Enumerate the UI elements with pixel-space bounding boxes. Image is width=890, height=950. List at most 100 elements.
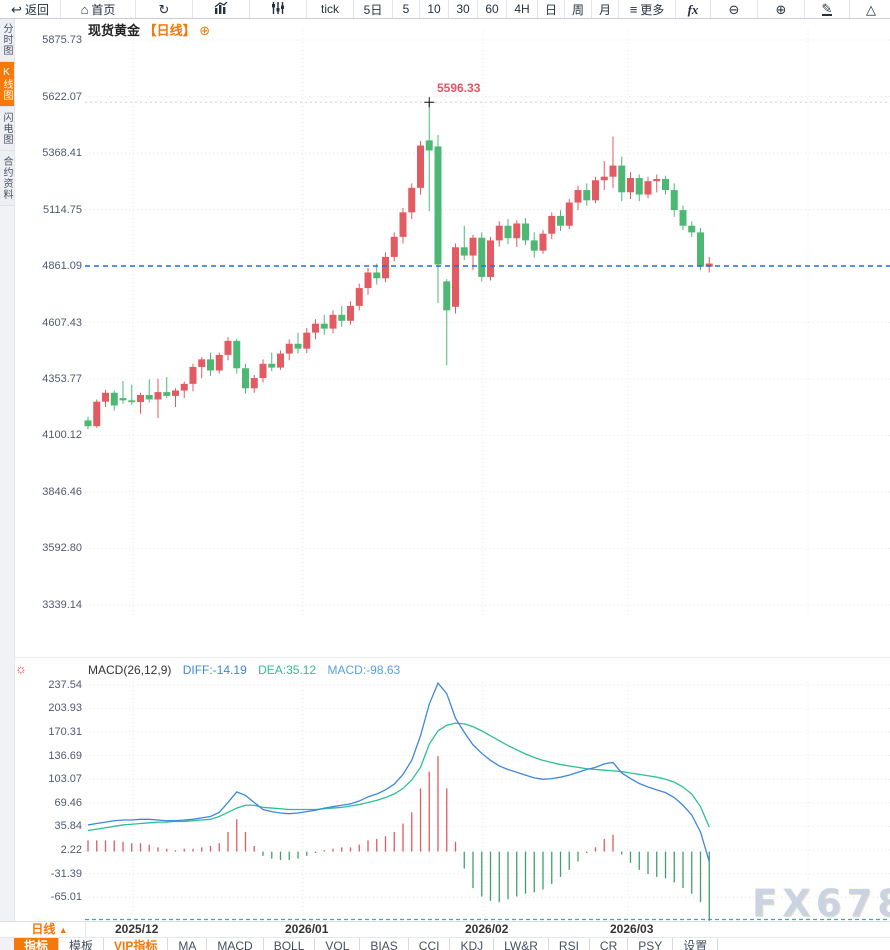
toolbar-shape-tool-button[interactable]: △ xyxy=(850,0,890,18)
price-axis-label: 5114.75 xyxy=(43,203,82,216)
macd-axis-label: -31.39 xyxy=(50,867,82,880)
macd-axis-label: 2.22 xyxy=(60,844,82,857)
price-axis-label: 4100.12 xyxy=(42,429,82,442)
fx-formula-icon: fx xyxy=(687,1,699,17)
x-axis-label: 2026/01 xyxy=(285,922,329,936)
macd-axis-label: 69.46 xyxy=(54,796,82,809)
indicator-tab-RSI[interactable]: RSI xyxy=(549,938,590,950)
toolbar-period-10-label: 10 xyxy=(427,2,441,16)
back-icon: ↩ xyxy=(11,1,22,17)
toolbar-period-30-label: 30 xyxy=(456,2,470,16)
toolbar-period-day-button[interactable]: 日 xyxy=(538,0,564,18)
indicator-tab-MA[interactable]: MA xyxy=(168,938,208,950)
toolbar-period-5d-button[interactable]: 5日 xyxy=(354,0,392,18)
sidebar-tab-3[interactable]: 合约资料 xyxy=(0,151,14,206)
indicator-tab-CCI[interactable]: CCI xyxy=(409,938,451,950)
indicator-tab-bar: 指标 模板 VIP指标 MA MACD BOLL VOL BIAS CCI KDJ LW&R RSI C… xyxy=(14,938,890,950)
price-axis-label: 4861.09 xyxy=(42,260,82,272)
toolbar-back-button[interactable]: ↩ 返回 xyxy=(0,0,60,18)
price-axis-label: 3339.14 xyxy=(42,598,82,611)
sidebar-tab-1[interactable]: K线图 xyxy=(0,62,14,107)
toolbar-back-label: 返回 xyxy=(24,2,49,17)
sidebar-tab-2[interactable]: 闪电图 xyxy=(0,107,14,151)
macd-axis-label: 170.31 xyxy=(48,726,82,739)
period-selector-label: 日线 xyxy=(31,922,56,936)
price-axis-label: 4353.77 xyxy=(42,373,82,385)
toolbar-period-60-button[interactable]: 60 xyxy=(478,0,506,18)
toolbar-period-5d-label: 5日 xyxy=(363,2,383,17)
zoom-out-icon: ⊖ xyxy=(728,1,740,17)
macd-diff-value: DIFF:-14.19 xyxy=(182,663,247,677)
indicator-tab-CR[interactable]: CR xyxy=(590,938,629,950)
toolbar-period-5-button[interactable]: 5 xyxy=(393,0,419,18)
macd-hist-value: MACD:-98.63 xyxy=(327,663,401,677)
instrument-name: 现货黄金 xyxy=(88,23,141,38)
high-price-annotation: 5596.33 xyxy=(437,81,481,95)
toolbar-draw-line-button[interactable]: ✎ xyxy=(805,0,849,18)
toolbar-period-4h-label: 4H xyxy=(514,2,530,16)
toolbar-period-30-button[interactable]: 30 xyxy=(449,0,477,18)
macd-axis-label: 237.54 xyxy=(48,678,82,691)
indicator-tab-PSY[interactable]: PSY xyxy=(628,938,674,950)
x-axis-label: 2026/03 xyxy=(610,922,654,936)
toolbar-period-week-button[interactable]: 周 xyxy=(565,0,591,18)
home-icon: ⌂ xyxy=(80,1,89,17)
toolbar-fx-button[interactable]: fx xyxy=(676,0,710,18)
indicator-tab-VOL[interactable]: VOL xyxy=(315,938,361,950)
toolbar-tick-label: tick xyxy=(321,2,339,16)
price-axis-label: 4607.43 xyxy=(42,316,82,329)
shape-tool-icon: △ xyxy=(866,1,876,17)
x-axis-row: 日线 ▲ 2025/12 2026/01 2026/02 2026/03 xyxy=(0,921,890,938)
toolbar-trend-chart-button[interactable] xyxy=(193,0,249,18)
toolbar-more-button[interactable]: ≡ 更多 xyxy=(619,0,675,18)
price-axis-label: 3592.80 xyxy=(42,542,82,555)
period-selector[interactable]: 日线 ▲ xyxy=(14,922,86,937)
toolbar-candle-chart-button[interactable] xyxy=(250,0,306,18)
toolbar-period-month-label: 月 xyxy=(598,2,611,17)
toolbar-home-label: 首页 xyxy=(91,2,116,17)
x-axis-label: 2026/02 xyxy=(465,922,509,936)
indicator-tab-设置[interactable]: 设置 xyxy=(673,938,719,950)
trend-chart-icon xyxy=(214,1,228,16)
candle-chart-icon xyxy=(271,2,285,16)
toolbar-home-button[interactable]: ⌂ 首页 xyxy=(61,0,135,18)
indicator-tab-VIP指标[interactable]: VIP指标 xyxy=(104,938,169,950)
indicator-tab-LW&R[interactable]: LW&R xyxy=(494,938,549,950)
chart-type-sidebar: 分时图 K线图 闪电图 合约资料 xyxy=(0,18,15,950)
indicator-tab-BOLL[interactable]: BOLL xyxy=(264,938,316,950)
pencil-icon: ✎ xyxy=(821,0,833,16)
indicator-tab-KDJ[interactable]: KDJ xyxy=(450,938,495,950)
indicator-tab-BIAS[interactable]: BIAS xyxy=(360,938,409,950)
macd-axis-label: 203.93 xyxy=(48,702,82,715)
expand-icon[interactable]: ⊕ xyxy=(199,23,211,38)
chart-title: 现货黄金 【日线】 ⊕ xyxy=(88,20,210,39)
toolbar-period-5-label: 5 xyxy=(402,2,410,16)
toolbar-period-4h-button[interactable]: 4H xyxy=(507,0,537,18)
price-axis-label: 3846.46 xyxy=(42,485,82,498)
indicator-settings-icon[interactable]: ☼ xyxy=(15,661,27,676)
refresh-icon: ↻ xyxy=(158,1,170,17)
indicator-tab-指标[interactable]: 指标 xyxy=(14,938,60,950)
macd-dea-value: DEA:35.12 xyxy=(258,663,317,677)
toolbar-more-label: 更多 xyxy=(640,2,665,17)
macd-axis-label: 103.07 xyxy=(48,773,82,786)
toolbar-refresh-button[interactable]: ↻ xyxy=(136,0,192,18)
more-icon: ≡ xyxy=(629,1,638,17)
toolbar-period-month-button[interactable]: 月 xyxy=(592,0,618,18)
price-axis-label: 5368.41 xyxy=(42,147,82,159)
zoom-in-icon: ⊕ xyxy=(775,1,787,17)
toolbar-period-60-label: 60 xyxy=(485,2,499,16)
macd-header: MACD(26,12,9) DIFF:-14.19 DEA:35.12 MACD… xyxy=(88,663,400,677)
toolbar-period-10-button[interactable]: 10 xyxy=(420,0,448,18)
toolbar-zoom-in-button[interactable]: ⊕ xyxy=(758,0,804,18)
toolbar-tick-button[interactable]: tick xyxy=(307,0,353,18)
toolbar-zoom-out-button[interactable]: ⊖ xyxy=(711,0,757,18)
indicator-tab-MACD[interactable]: MACD xyxy=(207,938,264,950)
sidebar-tab-0[interactable]: 分时图 xyxy=(0,18,14,62)
macd-axis-label: 136.69 xyxy=(48,749,82,762)
top-toolbar: ↩ 返回 ⌂ 首页 ↻ tick 5日 5 10 30 60 4H 日周月 ≡ 更多 fx ⊖ ⊕ ✎ △ xyxy=(0,0,890,19)
macd-params-label: MACD(26,12,9) xyxy=(88,663,172,677)
indicator-tab-模板[interactable]: 模板 xyxy=(59,938,105,950)
